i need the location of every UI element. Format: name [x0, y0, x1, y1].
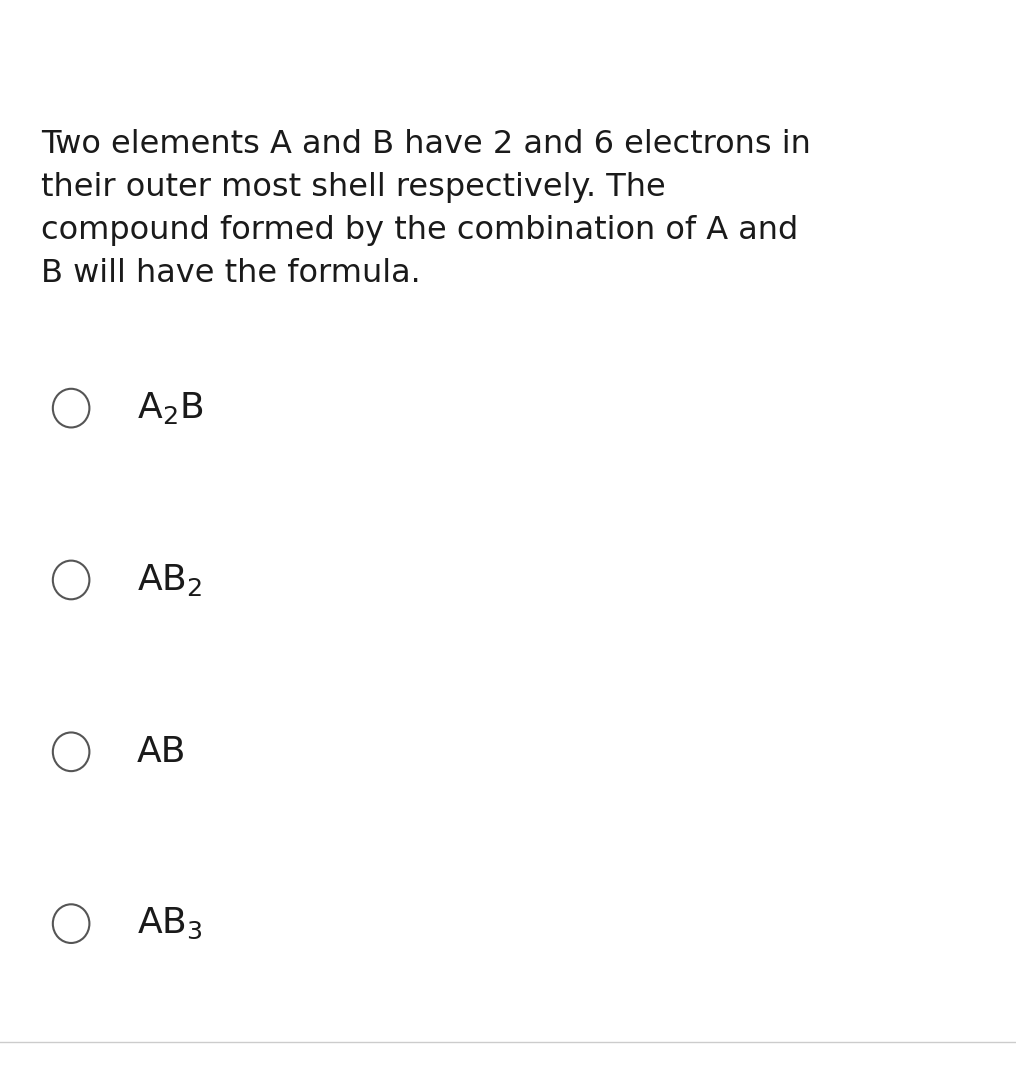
Text: AB$_{2}$: AB$_{2}$ — [137, 562, 203, 598]
Text: AB$_{3}$: AB$_{3}$ — [137, 906, 203, 941]
Text: AB: AB — [137, 735, 186, 769]
Text: Two elements A and B have 2 and 6 electrons in
their outer most shell respective: Two elements A and B have 2 and 6 electr… — [41, 129, 811, 289]
Text: A$_{2}$B: A$_{2}$B — [137, 390, 204, 426]
